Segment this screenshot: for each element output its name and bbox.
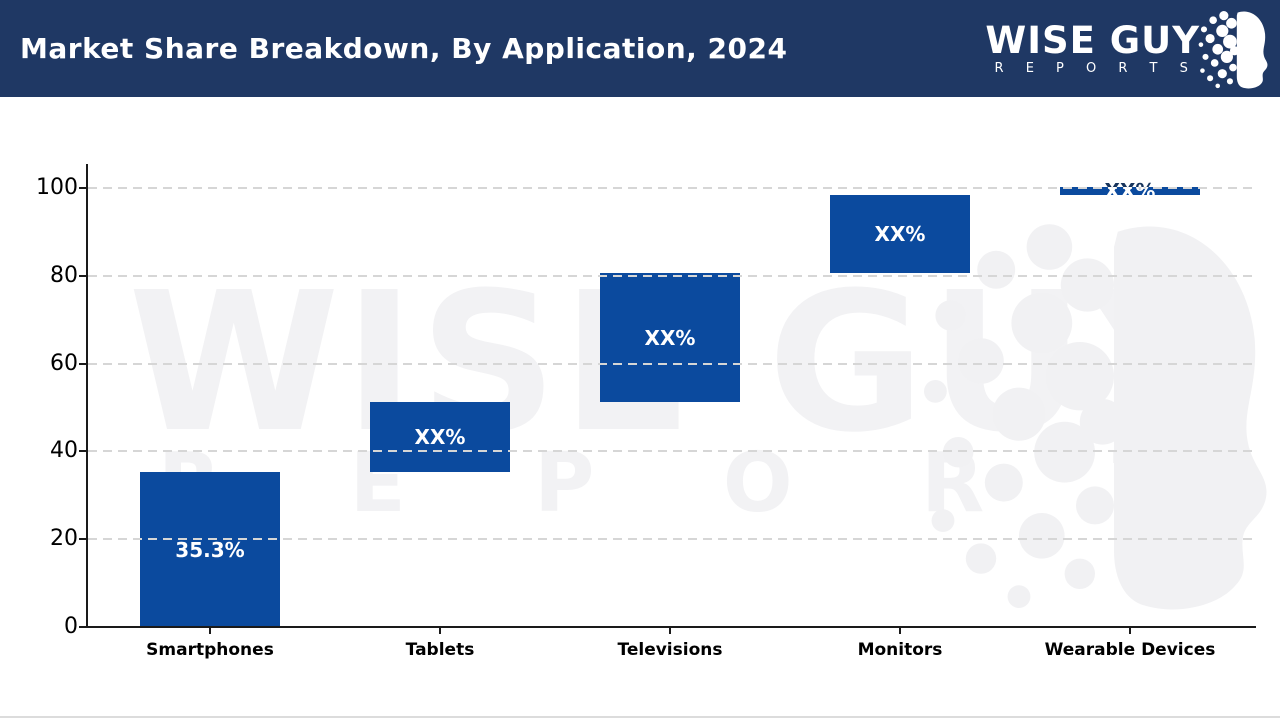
bar-monitors xyxy=(830,195,970,273)
bar-label-tablets: XX% xyxy=(414,425,466,450)
bar-televisions xyxy=(600,273,740,403)
x-tick-mark-monitors xyxy=(899,627,901,634)
logo-wordmark: WISE GUY xyxy=(985,19,1200,62)
bar-label-smartphones: 35.3% xyxy=(175,537,245,562)
y-tick-mark-0 xyxy=(79,626,86,628)
x-label-wearable-devices: Wearable Devices xyxy=(1044,640,1216,660)
y-tick-label-60: 60 xyxy=(50,350,78,376)
x-label-televisions: Televisions xyxy=(617,640,723,660)
x-tick-mark-televisions xyxy=(669,627,671,634)
bar-wearable-devices xyxy=(1060,187,1200,196)
bar-smartphones xyxy=(140,472,280,627)
x-tick-mark-wearable-devices xyxy=(1129,627,1131,634)
y-tick-label-0: 0 xyxy=(64,614,78,639)
bar-label-wearable-devices: XX% xyxy=(1060,180,1200,202)
logo-subtitle: R E P O R T S xyxy=(994,61,1197,76)
x-tick-mark-smartphones xyxy=(209,627,211,634)
y-tick-mark-40 xyxy=(79,450,86,453)
y-axis-line xyxy=(86,164,88,627)
y-tick-mark-80 xyxy=(79,274,86,277)
watermark-face-graphic xyxy=(924,224,1267,610)
x-label-smartphones: Smartphones xyxy=(146,640,274,660)
logo-face-icon xyxy=(1198,10,1268,88)
gridline-60 xyxy=(88,362,1256,365)
y-tick-label-40: 40 xyxy=(50,438,78,464)
wise-guy-logo: WISE GUY R E P O R T S xyxy=(985,6,1272,92)
x-axis-line xyxy=(86,626,1256,628)
gridline-80 xyxy=(88,274,1256,277)
x-tick-mark-tablets xyxy=(439,627,441,634)
x-label-tablets: Tablets xyxy=(405,640,475,660)
y-tick-mark-60 xyxy=(79,362,86,365)
gridline-40 xyxy=(88,450,1256,453)
footer-divider xyxy=(0,716,1280,718)
y-tick-label-80: 80 xyxy=(50,262,78,288)
gridline-20 xyxy=(88,538,1256,541)
page-title: Market Share Breakdown, By Application, … xyxy=(20,32,788,65)
x-label-monitors: Monitors xyxy=(857,640,943,660)
bar-tablets xyxy=(370,402,510,473)
y-tick-label-20: 20 xyxy=(50,526,78,552)
gridline-100 xyxy=(88,187,1256,189)
logo-text: WISE GUY R E P O R T S xyxy=(985,22,1200,75)
header-bar: Market Share Breakdown, By Application, … xyxy=(0,0,1280,97)
bar-label-monitors: XX% xyxy=(874,222,926,247)
bar-label-televisions: XX% xyxy=(644,325,696,350)
y-tick-mark-20 xyxy=(79,538,86,541)
y-tick-mark-100 xyxy=(79,187,86,189)
y-tick-label-100: 100 xyxy=(36,175,78,200)
